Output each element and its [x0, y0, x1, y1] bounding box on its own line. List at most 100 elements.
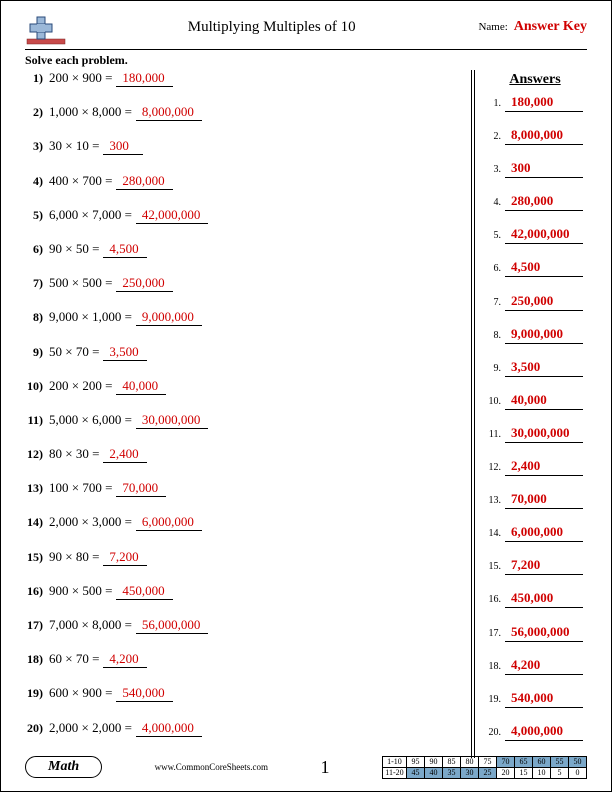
problem-answer: 42,000,000: [136, 207, 209, 224]
problem-answer: 540,000: [116, 685, 172, 702]
problem-answer: 3,500: [103, 344, 146, 361]
problem-number: 11): [25, 413, 49, 428]
problem-row: 7)500 × 500 =250,000: [25, 275, 457, 309]
answer-value: 450,000: [505, 590, 583, 608]
answer-value: 540,000: [505, 690, 583, 708]
problem-number: 7): [25, 276, 49, 291]
problem-number: 10): [25, 379, 49, 394]
problem-expression: 100 × 700 =: [49, 480, 112, 496]
problem-answer: 280,000: [116, 173, 172, 190]
problem-row: 4)400 × 700 =280,000: [25, 173, 457, 207]
answer-number: 3.: [483, 164, 503, 175]
problem-row: 16)900 × 500 =450,000: [25, 583, 457, 617]
answers-list: 1.180,0002.8,000,0003.3004.280,0005.42,0…: [483, 94, 587, 756]
score-cell: 5: [550, 767, 568, 778]
answer-number: 10.: [483, 396, 503, 407]
problem-answer: 4,000,000: [136, 720, 202, 737]
problem-number: 18): [25, 652, 49, 667]
page-header: Multiplying Multiples of 10 Name: Answer…: [25, 19, 587, 47]
answer-row: 3.300: [483, 160, 587, 193]
problem-row: 11)5,000 × 6,000 =30,000,000: [25, 412, 457, 446]
problem-row: 1)200 × 900 =180,000: [25, 70, 457, 104]
problem-answer: 56,000,000: [136, 617, 209, 634]
problem-expression: 90 × 80 =: [49, 549, 99, 565]
problem-number: 1): [25, 71, 49, 86]
problem-expression: 9,000 × 1,000 =: [49, 309, 132, 325]
column-divider: [471, 70, 475, 758]
answer-number: 5.: [483, 230, 503, 241]
problem-expression: 400 × 700 =: [49, 173, 112, 189]
problem-row: 17)7,000 × 8,000 =56,000,000: [25, 617, 457, 651]
problem-expression: 50 × 70 =: [49, 344, 99, 360]
problem-row: 13)100 × 700 =70,000: [25, 480, 457, 514]
answer-value: 56,000,000: [505, 624, 583, 642]
score-cell: 70: [496, 756, 514, 767]
answer-number: 15.: [483, 561, 503, 572]
problem-row: 18)60 × 70 =4,200: [25, 651, 457, 685]
answer-number: 2.: [483, 131, 503, 142]
answer-value: 2,400: [505, 458, 583, 476]
answer-row: 1.180,000: [483, 94, 587, 127]
problem-answer: 40,000: [116, 378, 166, 395]
problem-expression: 5,000 × 6,000 =: [49, 412, 132, 428]
problem-row: 15)90 × 80 =7,200: [25, 549, 457, 583]
answer-value: 3,500: [505, 359, 583, 377]
problem-number: 9): [25, 345, 49, 360]
problem-row: 8)9,000 × 1,000 =9,000,000: [25, 309, 457, 343]
problem-number: 5): [25, 208, 49, 223]
problem-number: 16): [25, 584, 49, 599]
problem-row: 6)90 × 50 =4,500: [25, 241, 457, 275]
answer-value: 280,000: [505, 193, 583, 211]
problem-answer: 250,000: [116, 275, 172, 292]
score-cell: 10: [532, 767, 550, 778]
score-cell: 95: [406, 756, 424, 767]
answer-row: 15.7,200: [483, 557, 587, 590]
problems-column: 1)200 × 900 =180,0002)1,000 × 8,000 =8,0…: [25, 70, 469, 758]
answer-value: 30,000,000: [505, 425, 583, 443]
answer-value: 42,000,000: [505, 226, 583, 244]
answer-row: 4.280,000: [483, 193, 587, 226]
score-cell: 45: [406, 767, 424, 778]
score-cell: 35: [442, 767, 460, 778]
name-area: Name: Answer Key: [478, 19, 587, 35]
problem-expression: 90 × 50 =: [49, 241, 99, 257]
answer-number: 13.: [483, 495, 503, 506]
score-cell: 20: [496, 767, 514, 778]
problem-row: 9)50 × 70 =3,500: [25, 344, 457, 378]
score-cell: 75: [478, 756, 496, 767]
problem-number: 12): [25, 447, 49, 462]
answer-row: 8.9,000,000: [483, 326, 587, 359]
problem-expression: 2,000 × 3,000 =: [49, 514, 132, 530]
source-url: www.CommonCoreSheets.com: [155, 762, 268, 772]
score-grid: 1-1095908580757065605550 11-204540353025…: [382, 756, 587, 779]
problem-answer: 4,500: [103, 241, 146, 258]
answer-number: 1.: [483, 98, 503, 109]
answer-number: 12.: [483, 462, 503, 473]
answer-value: 7,200: [505, 557, 583, 575]
answer-value: 300: [505, 160, 583, 178]
problem-expression: 600 × 900 =: [49, 685, 112, 701]
cross-icon: [25, 15, 69, 50]
answer-value: 6,000,000: [505, 524, 583, 542]
problem-answer: 7,200: [103, 549, 146, 566]
score-cell: 30: [460, 767, 478, 778]
problem-answer: 180,000: [116, 70, 172, 87]
problem-number: 3): [25, 139, 49, 154]
score-cell: 25: [478, 767, 496, 778]
problem-answer: 30,000,000: [136, 412, 209, 429]
answer-row: 7.250,000: [483, 293, 587, 326]
answer-row: 13.70,000: [483, 491, 587, 524]
answer-value: 40,000: [505, 392, 583, 410]
problem-expression: 60 × 70 =: [49, 651, 99, 667]
page-number: 1: [321, 757, 330, 778]
answer-row: 6.4,500: [483, 259, 587, 292]
score-cell: 0: [568, 767, 586, 778]
problem-expression: 200 × 900 =: [49, 70, 112, 86]
worksheet-page: Multiplying Multiples of 10 Name: Answer…: [0, 0, 612, 792]
problem-answer: 4,200: [103, 651, 146, 668]
answer-key-text: Answer Key: [514, 19, 587, 35]
problem-expression: 500 × 500 =: [49, 275, 112, 291]
answer-row: 2.8,000,000: [483, 127, 587, 160]
problem-answer: 300: [103, 138, 143, 155]
score-cell: 50: [568, 756, 586, 767]
